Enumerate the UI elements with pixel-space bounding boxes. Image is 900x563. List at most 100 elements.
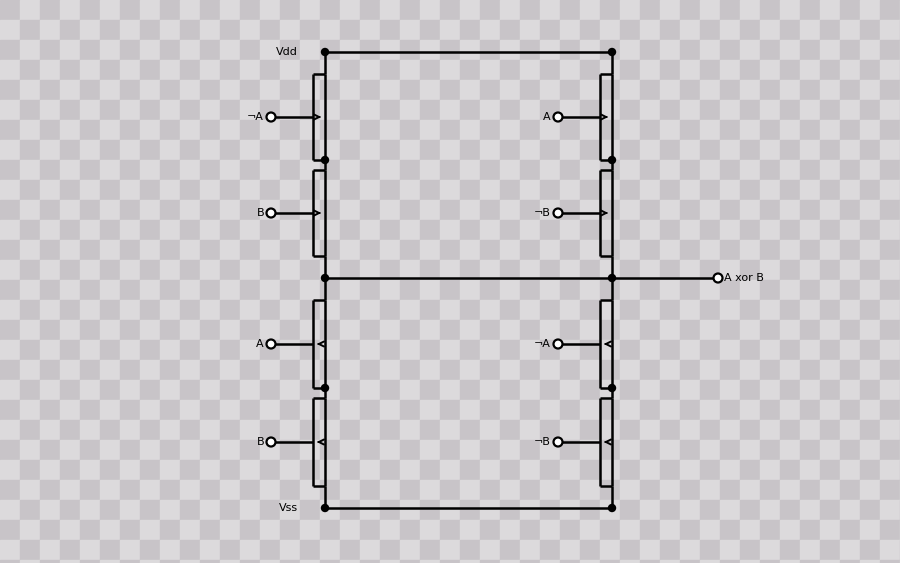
Bar [320,540,340,560]
Bar [160,140,180,160]
Bar [40,160,60,180]
Bar [880,480,900,500]
Bar [420,200,440,220]
Bar [300,520,320,540]
Bar [340,560,360,563]
Bar [500,560,520,563]
Bar [180,420,200,440]
Bar [220,500,240,520]
Bar [260,200,280,220]
Bar [880,400,900,420]
Bar [800,460,820,480]
Bar [880,300,900,320]
Bar [240,320,260,340]
Bar [380,520,400,540]
Bar [500,340,520,360]
Bar [660,340,680,360]
Bar [260,480,280,500]
Bar [680,320,700,340]
Bar [880,500,900,520]
Bar [100,500,120,520]
Bar [220,220,240,240]
Bar [600,100,620,120]
Bar [840,560,860,563]
Bar [360,520,380,540]
Bar [140,120,160,140]
Bar [880,460,900,480]
Bar [640,180,660,200]
Bar [20,400,40,420]
Bar [60,240,80,260]
Bar [800,260,820,280]
Bar [880,220,900,240]
Bar [340,0,360,20]
Bar [180,340,200,360]
Bar [240,460,260,480]
Bar [320,0,340,20]
Bar [380,240,400,260]
Bar [0,40,20,60]
Bar [340,480,360,500]
Bar [580,420,600,440]
Bar [540,180,560,200]
Bar [800,320,820,340]
Bar [820,400,840,420]
Bar [80,560,100,563]
Bar [340,80,360,100]
Bar [40,460,60,480]
Bar [320,60,340,80]
Bar [760,200,780,220]
Bar [240,560,260,563]
Bar [760,160,780,180]
Bar [740,40,760,60]
Bar [780,20,800,40]
Bar [240,520,260,540]
Bar [860,120,880,140]
Bar [220,20,240,40]
Bar [820,60,840,80]
Bar [840,400,860,420]
Bar [180,240,200,260]
Text: A: A [256,339,264,349]
Bar [740,400,760,420]
Bar [440,240,460,260]
Bar [220,420,240,440]
Bar [300,560,320,563]
Bar [460,0,480,20]
Bar [260,560,280,563]
Bar [400,540,420,560]
Bar [800,240,820,260]
Bar [400,160,420,180]
Bar [820,100,840,120]
Bar [880,60,900,80]
Bar [500,320,520,340]
Bar [100,520,120,540]
Bar [460,100,480,120]
Bar [360,460,380,480]
Bar [760,120,780,140]
Bar [660,160,680,180]
Bar [460,20,480,40]
Bar [140,560,160,563]
Bar [700,420,720,440]
Bar [340,380,360,400]
Bar [800,420,820,440]
Bar [560,20,580,40]
Bar [280,200,300,220]
Bar [780,240,800,260]
Bar [880,80,900,100]
Bar [840,60,860,80]
Bar [780,80,800,100]
Bar [680,40,700,60]
Bar [760,520,780,540]
Bar [260,360,280,380]
Bar [800,20,820,40]
Bar [100,280,120,300]
Bar [120,100,140,120]
Bar [600,340,620,360]
Bar [480,220,500,240]
Bar [880,240,900,260]
Bar [40,300,60,320]
Bar [260,400,280,420]
Bar [600,560,620,563]
